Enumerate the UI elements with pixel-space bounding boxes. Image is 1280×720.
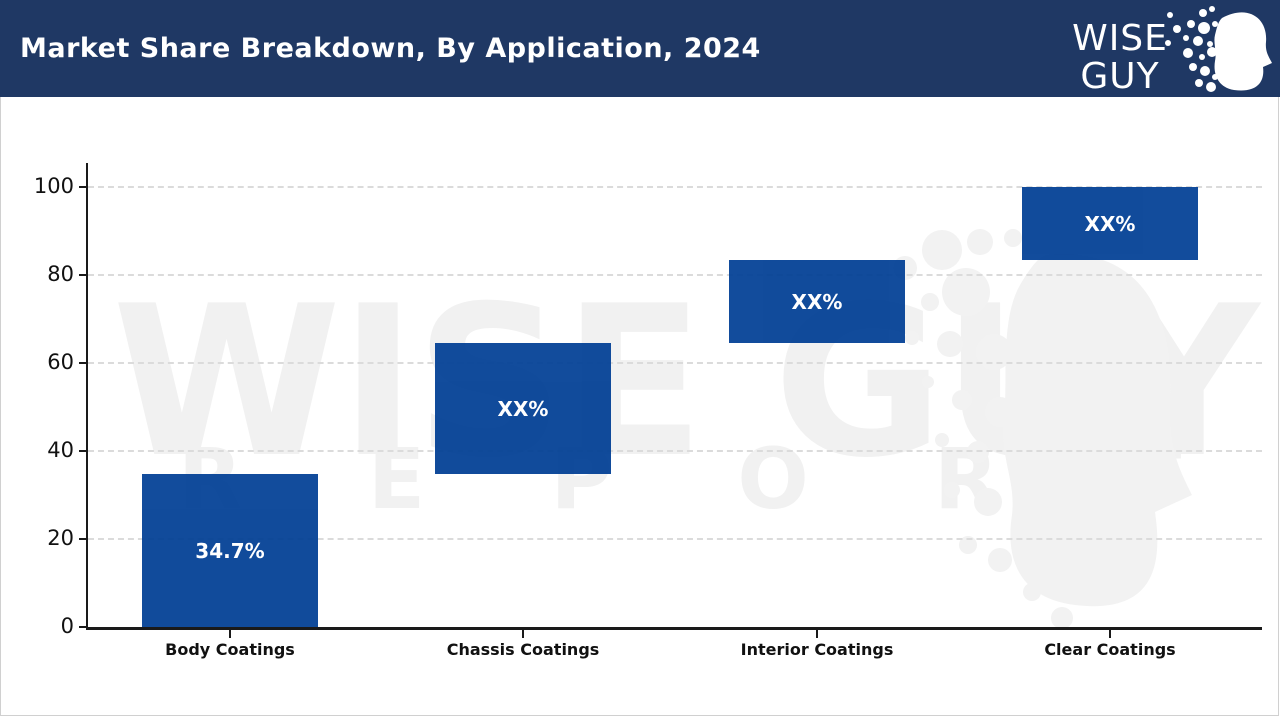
y-axis-tick	[79, 362, 88, 364]
y-tick-label: 40	[47, 438, 74, 462]
y-axis-tick	[79, 186, 88, 188]
x-axis-tick	[229, 630, 231, 638]
y-axis-tick	[79, 274, 88, 276]
bar-value-label: 34.7%	[195, 538, 265, 563]
bar-value-label: XX%	[791, 289, 843, 314]
bar-value-label: XX%	[1084, 211, 1136, 236]
bar-clear-coatings: XX%	[1022, 187, 1198, 261]
bar-body-coatings: 34.7%	[142, 474, 318, 627]
x-axis-tick	[1109, 630, 1111, 638]
x-axis-tick	[522, 630, 524, 638]
bar-chassis-coatings: XX%	[435, 343, 611, 475]
y-tick-label: 0	[60, 614, 74, 638]
y-axis-tick	[79, 626, 88, 628]
brand-logo-face-icon	[1165, 6, 1272, 92]
y-axis-line	[86, 163, 88, 630]
y-tick-label: 100	[33, 174, 74, 198]
brand-name: WISE GUY	[1072, 18, 1168, 97]
x-tick-label: Interior Coatings	[740, 640, 894, 659]
y-axis-tick	[79, 450, 88, 452]
y-tick-label: 20	[47, 526, 74, 550]
y-grid-line	[88, 274, 1262, 276]
header-bar: Market Share Breakdown, By Application, …	[0, 0, 1280, 113]
brand-logo: WISE GUY REPORTS	[1010, 0, 1272, 113]
y-grid-line	[88, 450, 1262, 452]
page-title: Market Share Breakdown, By Application, …	[20, 33, 761, 64]
x-axis-tick	[816, 630, 818, 638]
brand-subtitle: REPORTS	[1061, 98, 1185, 113]
y-grid-line	[88, 538, 1262, 540]
y-tick-label: 80	[47, 262, 74, 286]
x-tick-label: Clear Coatings	[1044, 640, 1176, 659]
x-tick-label: Chassis Coatings	[446, 640, 600, 659]
bar-value-label: XX%	[497, 396, 549, 421]
y-grid-line	[88, 186, 1262, 188]
y-axis-tick	[79, 538, 88, 540]
brand-logo-text: WISE GUY REPORTS	[1030, 18, 1210, 114]
x-axis-line	[86, 627, 1262, 630]
y-grid-line	[88, 362, 1262, 364]
y-tick-label: 60	[47, 350, 74, 374]
x-tick-label: Body Coatings	[165, 640, 295, 659]
bar-interior-coatings: XX%	[729, 260, 905, 344]
